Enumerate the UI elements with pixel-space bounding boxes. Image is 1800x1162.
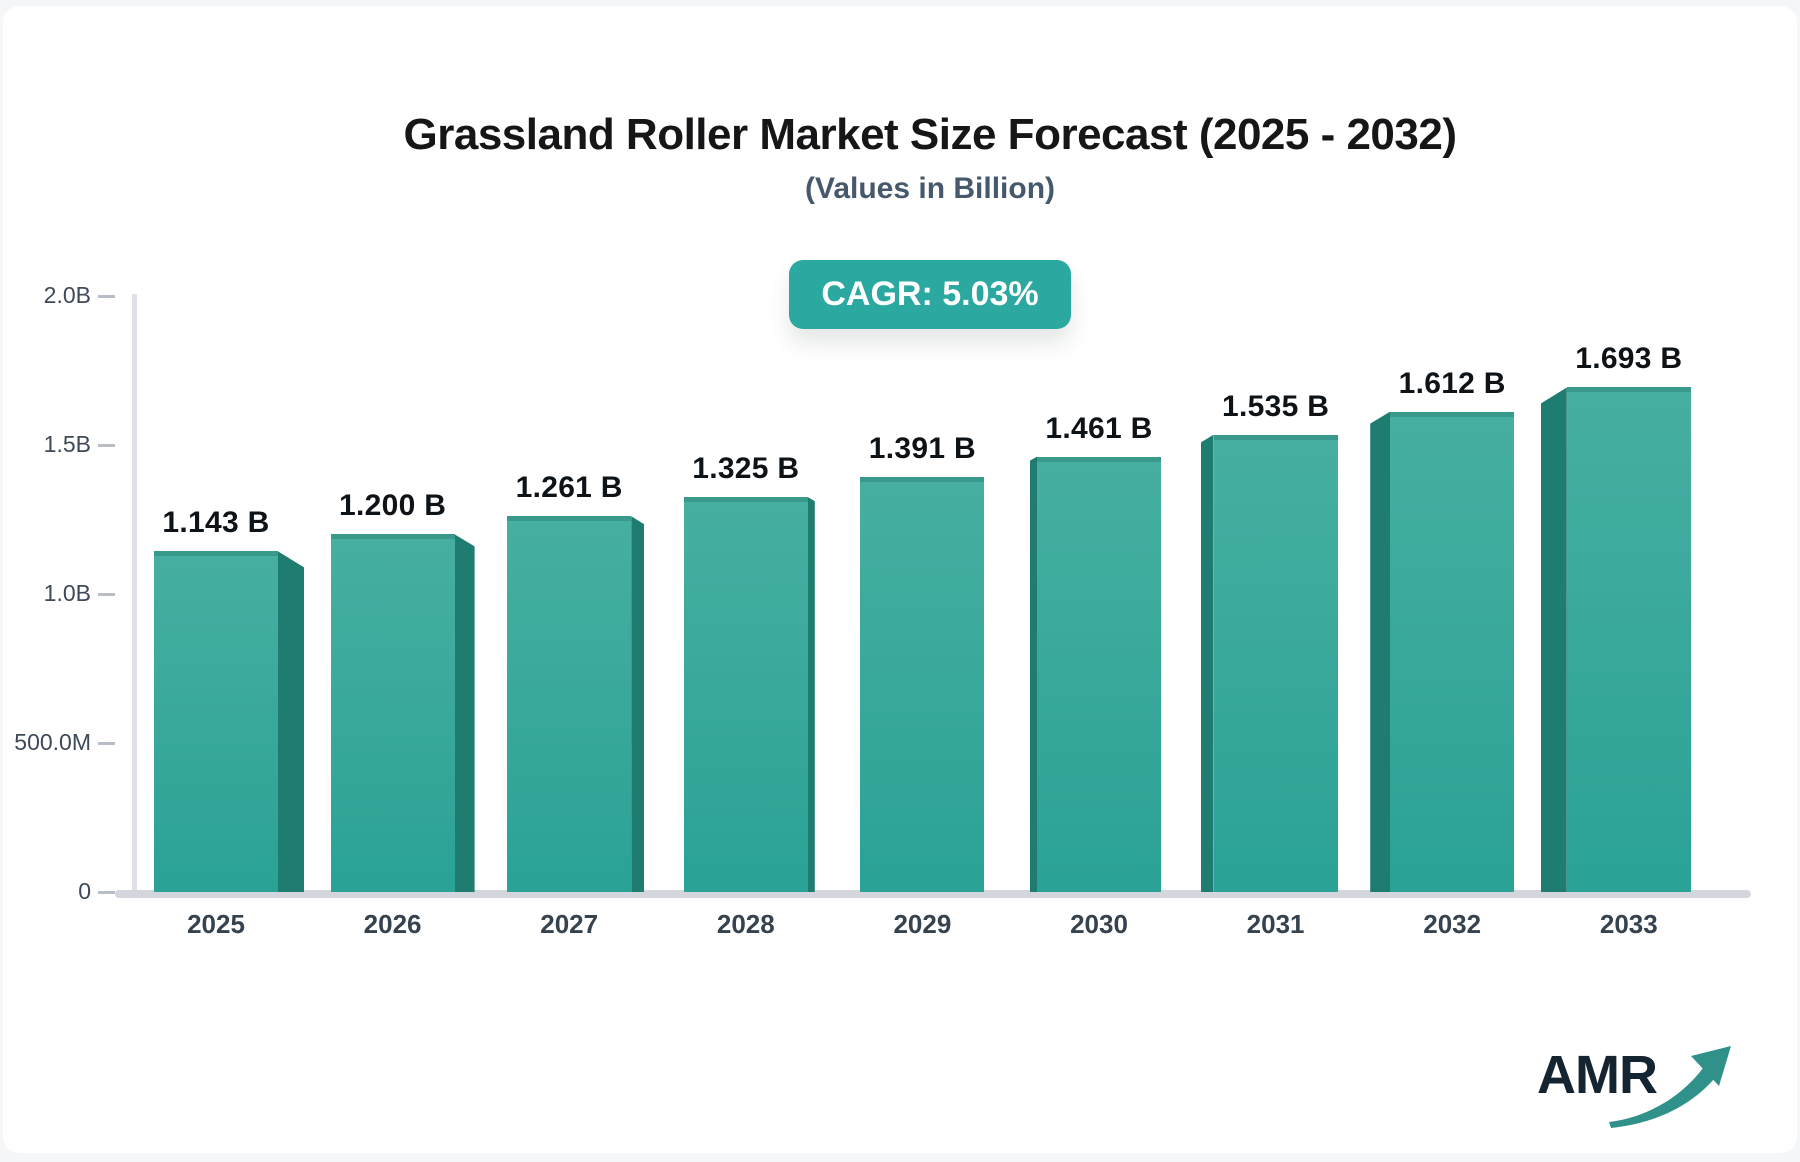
bar-2027	[507, 516, 632, 892]
bar-side-face	[1540, 387, 1567, 892]
y-axis-tick	[98, 741, 115, 745]
x-axis-label: 2031	[1246, 909, 1305, 939]
y-axis-tick	[98, 890, 115, 894]
bar-value-label: 1.261 B	[515, 471, 623, 505]
bar-2032	[1390, 411, 1515, 892]
bar-2029	[860, 477, 985, 892]
y-axis-tick	[98, 294, 115, 298]
cagr-badge: CAGR: 5.03%	[789, 260, 1071, 329]
bar-2030	[1037, 456, 1161, 892]
x-axis-label: 2030	[1070, 909, 1128, 939]
x-axis-label: 2028	[716, 909, 775, 939]
bar-side-face	[1370, 411, 1391, 892]
bar-value-label: 1.535 B	[1222, 389, 1330, 423]
y-axis-label: 2.0B	[43, 282, 91, 308]
bar-value-label: 1.612 B	[1398, 366, 1506, 400]
bar-2033	[1566, 387, 1691, 892]
y-axis-label: 0	[78, 878, 91, 904]
bar-chart: 2.0B 1.5B 1.0B 500.0M 0 1.143 B 2025 1.200 B 202…	[3, 6, 1800, 1162]
bar-2031	[1213, 434, 1338, 892]
cagr-badge-container: CAGR: 5.03%	[63, 260, 1797, 329]
x-axis-label: 2026	[363, 909, 422, 939]
bar-side-face	[807, 497, 815, 892]
y-axis-label: 500.0M	[14, 729, 91, 755]
chart-title: Grassland Roller Market Size Forecast (2…	[403, 110, 1458, 159]
chart-subtitle: (Values in Billion)	[804, 172, 1056, 205]
bar-side-face	[278, 551, 304, 892]
y-axis-label: 1.0B	[43, 580, 91, 606]
bar-value-label: 1.200 B	[339, 489, 447, 523]
y-axis-line	[132, 294, 137, 892]
bar-value-label: 1.143 B	[162, 506, 270, 540]
growth-arrow-icon	[1609, 1046, 1731, 1128]
bar-2026	[330, 534, 455, 892]
x-axis-label: 2029	[893, 909, 952, 939]
y-axis-label: 1.5B	[43, 431, 91, 457]
amr-logo: AMR	[1533, 1036, 1753, 1128]
bar-side-face	[454, 534, 475, 892]
x-axis-label: 2027	[540, 909, 599, 939]
bar-side-face	[1200, 434, 1214, 892]
bar-value-label: 1.693 B	[1575, 342, 1683, 376]
y-axis-tick	[98, 443, 115, 447]
bar-value-label: 1.391 B	[868, 432, 976, 466]
x-axis-label: 2032	[1423, 909, 1482, 939]
bar-side-face	[1030, 456, 1037, 892]
x-axis-label: 2025	[187, 909, 245, 939]
bar-value-label: 1.461 B	[1045, 411, 1153, 445]
x-axis-baseline	[115, 890, 1751, 898]
amr-logo-text: AMR	[1537, 1045, 1658, 1105]
chart-card: Grassland Roller Market Size Forecast (2…	[3, 6, 1797, 1153]
bar-value-label: 1.325 B	[692, 452, 800, 486]
bar-2025	[154, 551, 278, 892]
y-axis-tick	[98, 592, 115, 596]
bar-2028	[683, 497, 808, 892]
x-axis-label: 2033	[1599, 909, 1658, 939]
bar-side-face	[631, 516, 645, 892]
